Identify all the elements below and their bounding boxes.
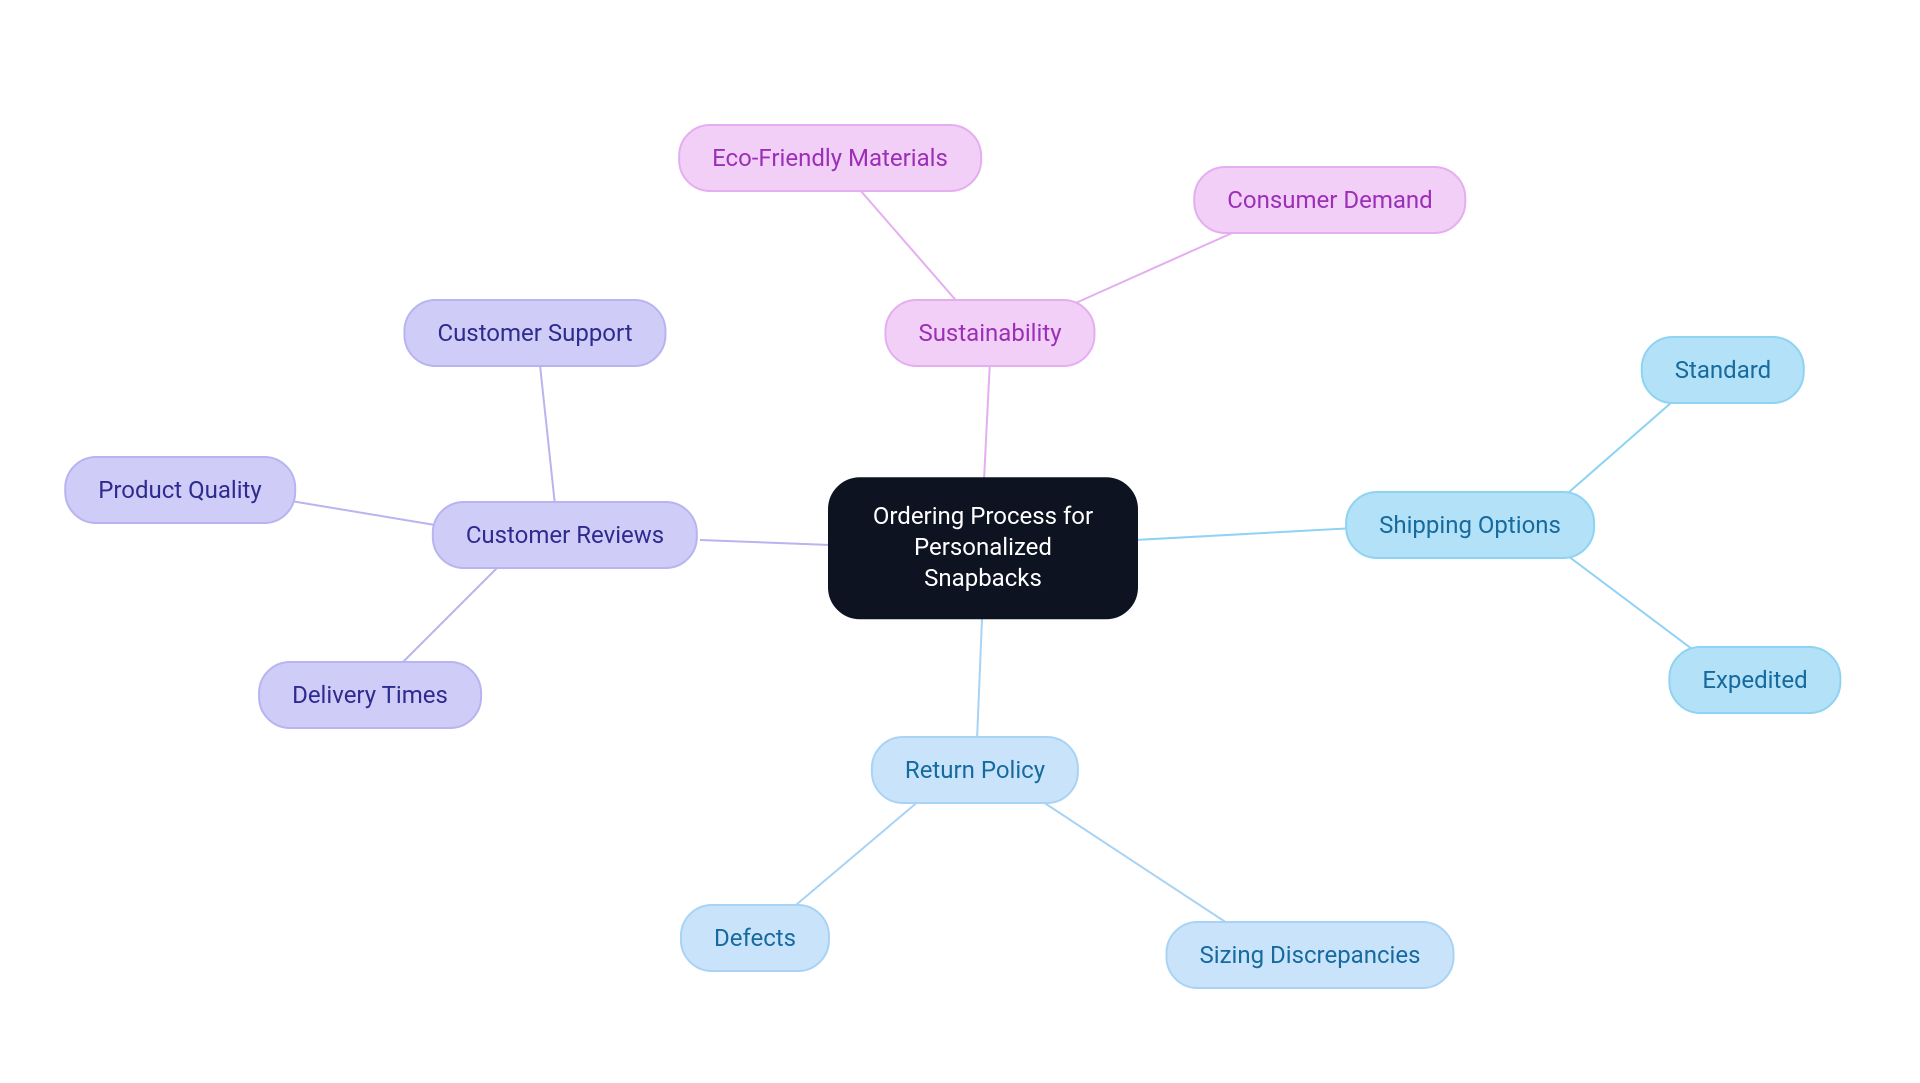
leaf-node-return-1: Sizing Discrepancies [1166,921,1455,989]
center-node: Ordering Process for Personalized Snapba… [828,477,1138,619]
branch-node-shipping: Shipping Options [1345,491,1595,559]
leaf-node-reviews-2: Delivery Times [258,661,482,729]
edge [400,565,500,665]
edge [860,190,960,305]
branch-node-reviews: Customer Reviews [432,501,698,569]
leaf-node-sustainability-1: Consumer Demand [1193,166,1466,234]
leaf-node-shipping-1: Expedited [1668,646,1841,714]
leaf-node-return-0: Defects [680,904,830,972]
edge [540,365,555,505]
edge [285,500,435,525]
edge [1560,395,1680,500]
edge [1560,550,1700,655]
branch-node-sustainability: Sustainability [884,299,1095,367]
edge [1135,528,1355,540]
edge [1060,225,1250,310]
leaf-node-reviews-1: Product Quality [64,456,296,524]
leaf-node-sustainability-0: Eco-Friendly Materials [678,124,982,192]
edge [700,540,830,545]
leaf-node-reviews-0: Customer Support [403,299,666,367]
edge [1040,800,1230,925]
branch-node-return: Return Policy [871,736,1079,804]
leaf-node-shipping-0: Standard [1641,336,1805,404]
edge [790,800,920,910]
